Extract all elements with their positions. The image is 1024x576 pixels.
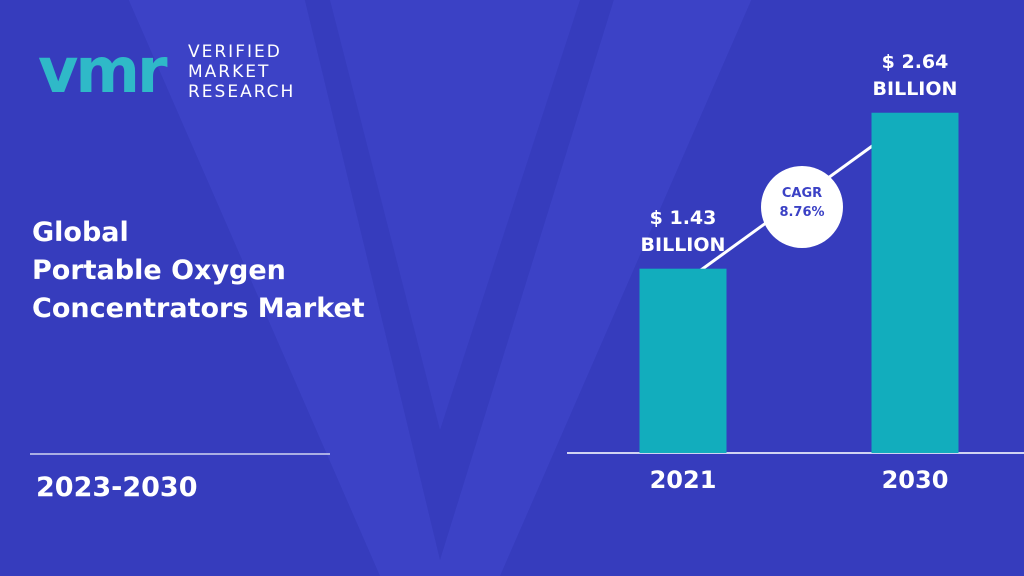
bar [639, 268, 727, 453]
headline-line: Concentrators Market [32, 293, 365, 324]
cagr-bubble [761, 166, 843, 248]
headline-line: Global [32, 217, 129, 248]
headline-line: Portable Oxygen [32, 255, 286, 286]
logo-line: RESEARCH [188, 82, 296, 102]
period: 2023-2030 [36, 472, 198, 503]
x-tick-label: 2021 [649, 466, 717, 494]
logo-line: VERIFIED [188, 42, 282, 62]
logo-line: MARKET [188, 62, 271, 82]
value-label: $ 1.43 BILLION [640, 206, 726, 256]
cagr-value: 8.76% [779, 205, 825, 220]
x-tick-label: 2030 [881, 466, 949, 494]
bar [871, 112, 959, 453]
logo-mark: vmr [38, 34, 168, 107]
bg-v [128, 0, 752, 576]
cagr-label: CAGR [781, 186, 823, 201]
logo-text: VERIFIED MARKET RESEARCH [188, 42, 295, 102]
headline: Global Portable Oxygen Concentrators Mar… [32, 214, 365, 328]
value-label: $ 2.64 BILLION [872, 50, 958, 100]
